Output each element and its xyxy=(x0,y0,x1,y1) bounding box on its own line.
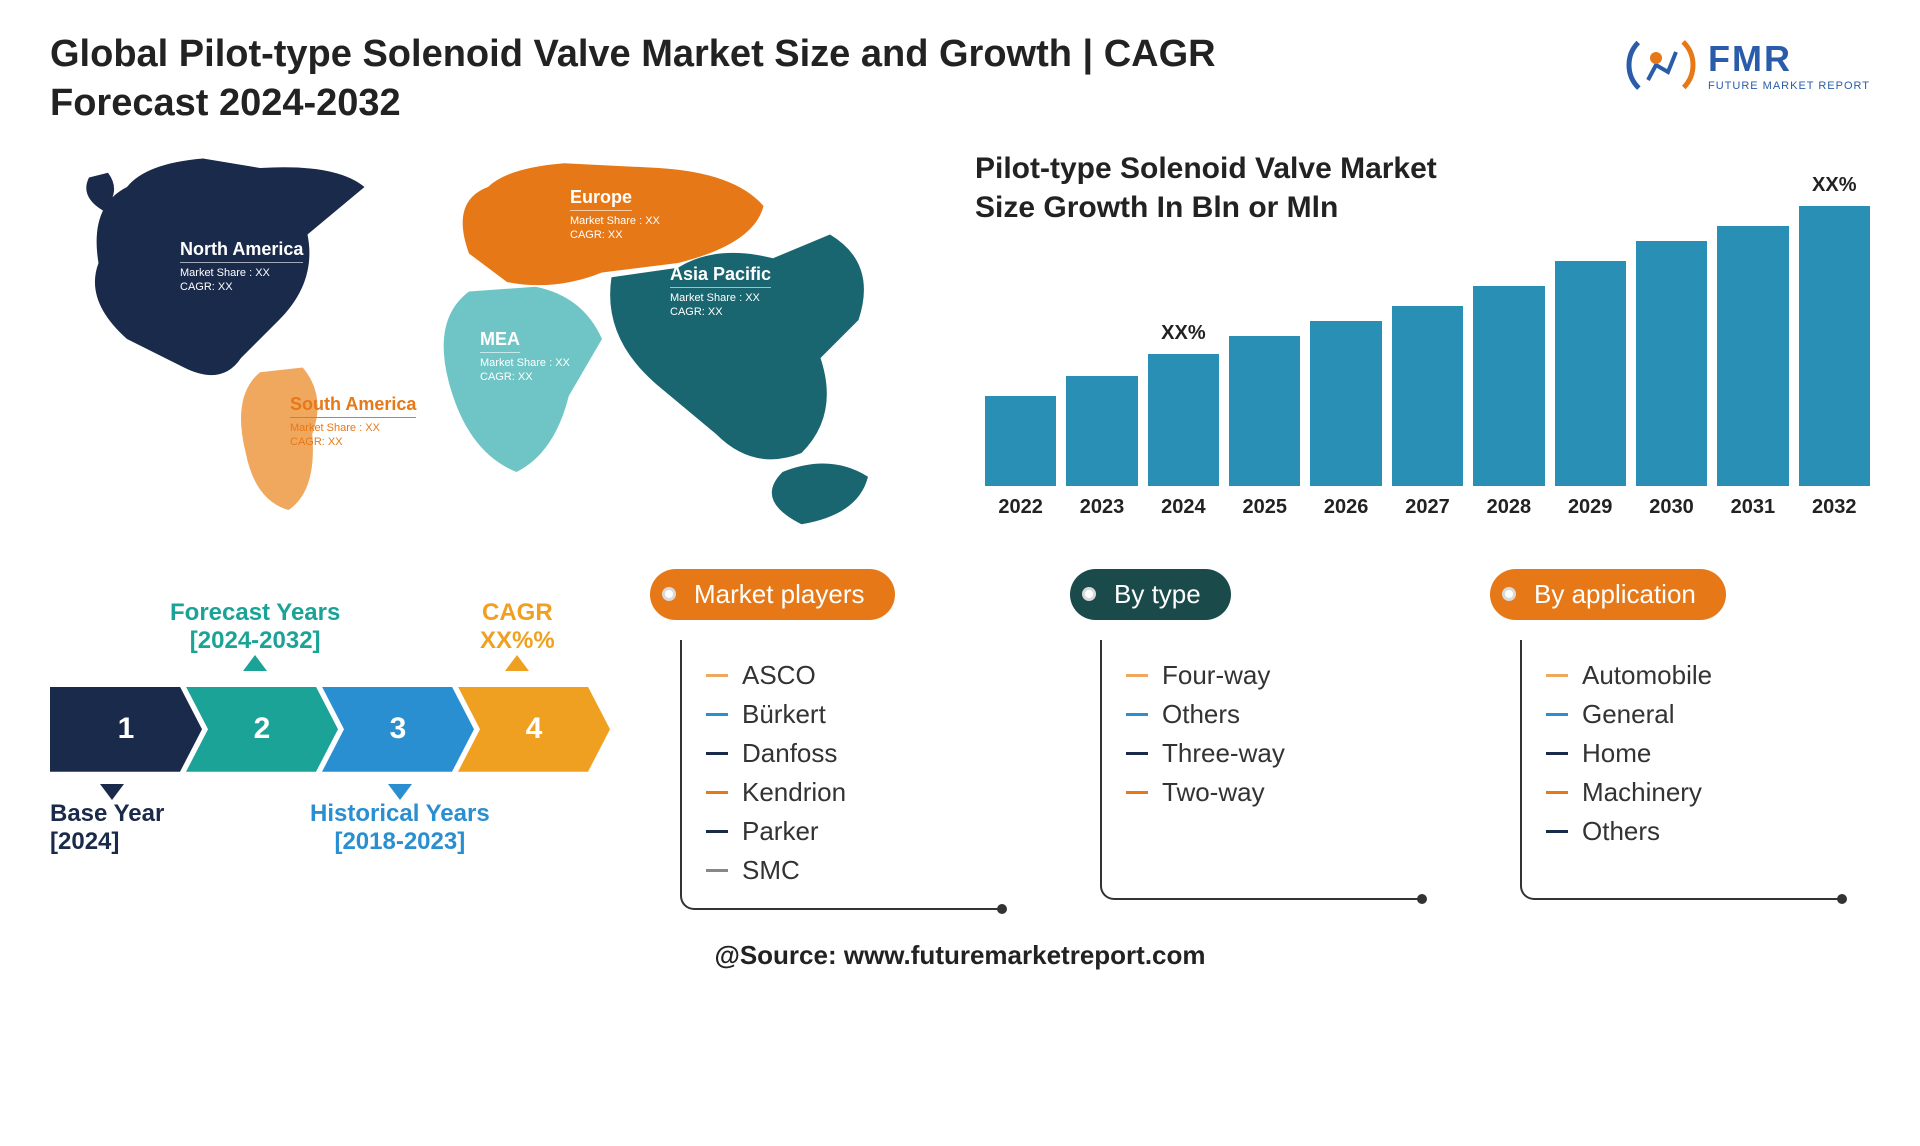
seg-item: Automobile xyxy=(1546,660,1833,691)
label-sa: South America Market Share : XX CAGR: XX xyxy=(290,394,416,450)
segment-type: By type Four-way Others Three-way Two-way xyxy=(1070,569,1450,900)
label-eu: Europe Market Share : XX CAGR: XX xyxy=(570,187,660,243)
segment-players: Market players ASCO Bürkert Danfoss Kendrio… xyxy=(650,569,1030,910)
seg-item: Two-way xyxy=(1126,777,1413,808)
seg-item: Machinery xyxy=(1546,777,1833,808)
tl-cagr: CAGR XX%% xyxy=(480,599,555,675)
timeline-seg-4: 4 xyxy=(458,687,610,772)
logo-icon xyxy=(1626,30,1696,100)
tl-base: Base Year [2024] xyxy=(50,780,164,856)
seg-item: General xyxy=(1546,699,1833,730)
seg-item: Danfoss xyxy=(706,738,993,769)
bar-2031: 2031 xyxy=(1717,226,1788,519)
label-na: North America Market Share : XX CAGR: XX xyxy=(180,239,303,295)
seg-item: Others xyxy=(1546,816,1833,847)
seg-item: Three-way xyxy=(1126,738,1413,769)
label-mea: MEA Market Share : XX CAGR: XX xyxy=(480,329,570,385)
logo-main: FMR xyxy=(1708,38,1870,80)
growth-chart: Pilot-type Solenoid Valve Market Size Gr… xyxy=(975,149,1870,529)
timeline-seg-3: 3 xyxy=(322,687,474,772)
bar-2028: 2028 xyxy=(1473,286,1544,519)
page-title: Global Pilot-type Solenoid Valve Market … xyxy=(50,30,1350,129)
bar-2032: XX%2032 xyxy=(1799,206,1870,519)
timeline: Forecast Years [2024-2032] CAGR XX%% 123… xyxy=(50,569,610,880)
source-line: @Source: www.futuremarketreport.com xyxy=(50,940,1870,971)
logo-sub: FUTURE MARKET REPORT xyxy=(1708,80,1870,92)
seg-item: Home xyxy=(1546,738,1833,769)
seg-item: Four-way xyxy=(1126,660,1413,691)
tl-historical: Historical Years [2018-2023] xyxy=(310,780,490,856)
seg-item: SMC xyxy=(706,855,993,886)
label-ap: Asia Pacific Market Share : XX CAGR: XX xyxy=(670,264,771,320)
bar-2022: 2022 xyxy=(985,396,1056,519)
bar-2024: XX%2024 xyxy=(1148,354,1219,519)
segment-application: By application Automobile General Home Mach… xyxy=(1490,569,1870,900)
timeline-seg-2: 2 xyxy=(186,687,338,772)
bar-2026: 2026 xyxy=(1310,321,1381,519)
timeline-seg-1: 1 xyxy=(50,687,202,772)
bar-2030: 2030 xyxy=(1636,241,1707,519)
bar-2027: 2027 xyxy=(1392,306,1463,519)
seg-item: Kendrion xyxy=(706,777,993,808)
logo: FMR FUTURE MARKET REPORT xyxy=(1626,30,1870,100)
world-map: North America Market Share : XX CAGR: XX… xyxy=(50,149,945,529)
seg-item: Others xyxy=(1126,699,1413,730)
segment-header-type: By type xyxy=(1070,569,1231,620)
bars-area: 20222023XX%20242025202620272028202920302… xyxy=(975,239,1870,519)
tl-forecast: Forecast Years [2024-2032] xyxy=(170,599,340,675)
seg-item: Bürkert xyxy=(706,699,993,730)
seg-item: Parker xyxy=(706,816,993,847)
bar-2023: 2023 xyxy=(1066,376,1137,519)
segment-header-application: By application xyxy=(1490,569,1726,620)
chart-title: Pilot-type Solenoid Valve Market Size Gr… xyxy=(975,149,1455,227)
bar-2025: 2025 xyxy=(1229,336,1300,519)
bar-2029: 2029 xyxy=(1555,261,1626,519)
segment-header-players: Market players xyxy=(650,569,895,620)
seg-item: ASCO xyxy=(706,660,993,691)
